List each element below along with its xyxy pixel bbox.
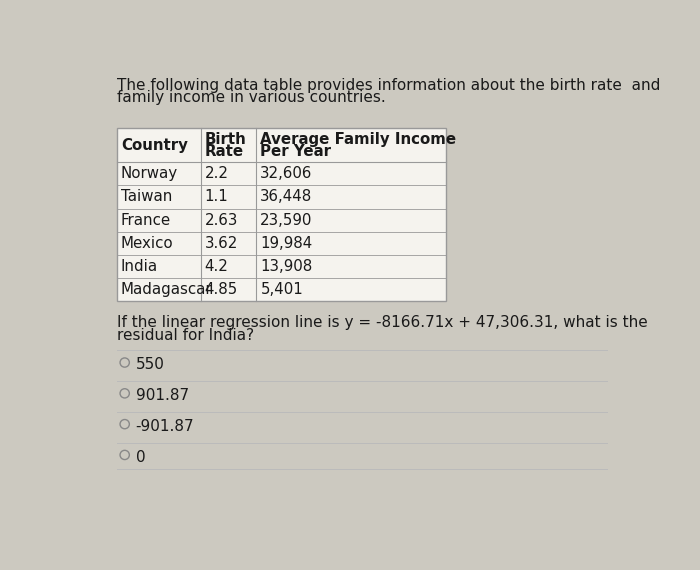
Text: Mexico: Mexico (121, 235, 174, 251)
Text: 19,984: 19,984 (260, 235, 313, 251)
Text: Country: Country (121, 138, 188, 153)
Text: residual for India?: residual for India? (117, 328, 254, 343)
Text: 4.2: 4.2 (204, 259, 228, 274)
Text: Norway: Norway (121, 166, 178, 181)
Text: -901.87: -901.87 (136, 419, 194, 434)
Text: Birth: Birth (204, 132, 246, 146)
Text: Taiwan: Taiwan (121, 189, 172, 205)
Bar (117, 128, 447, 301)
Text: 3.62: 3.62 (204, 235, 238, 251)
Text: 2.2: 2.2 (204, 166, 228, 181)
Text: Per Year: Per Year (260, 144, 331, 159)
Text: If the linear regression line is y = -8166.71x + 47,306.31, what is the: If the linear regression line is y = -81… (117, 315, 648, 330)
Text: 4.85: 4.85 (204, 282, 238, 297)
Text: 13,908: 13,908 (260, 259, 313, 274)
Text: 1.1: 1.1 (204, 189, 228, 205)
Text: Rate: Rate (204, 144, 244, 159)
Text: 550: 550 (136, 357, 164, 372)
Text: India: India (121, 259, 158, 274)
Text: France: France (121, 213, 171, 227)
Text: 0: 0 (136, 450, 145, 465)
Text: family income in various countries.: family income in various countries. (117, 90, 386, 105)
Text: 2.63: 2.63 (204, 213, 238, 227)
Text: 32,606: 32,606 (260, 166, 313, 181)
Text: The following data table provides information about the birth rate  and: The following data table provides inform… (117, 78, 660, 93)
Text: Madagascar: Madagascar (121, 282, 213, 297)
Text: Average Family Income: Average Family Income (260, 132, 456, 146)
Text: 36,448: 36,448 (260, 189, 313, 205)
Text: 5,401: 5,401 (260, 282, 303, 297)
Text: 23,590: 23,590 (260, 213, 313, 227)
Text: 901.87: 901.87 (136, 388, 189, 403)
